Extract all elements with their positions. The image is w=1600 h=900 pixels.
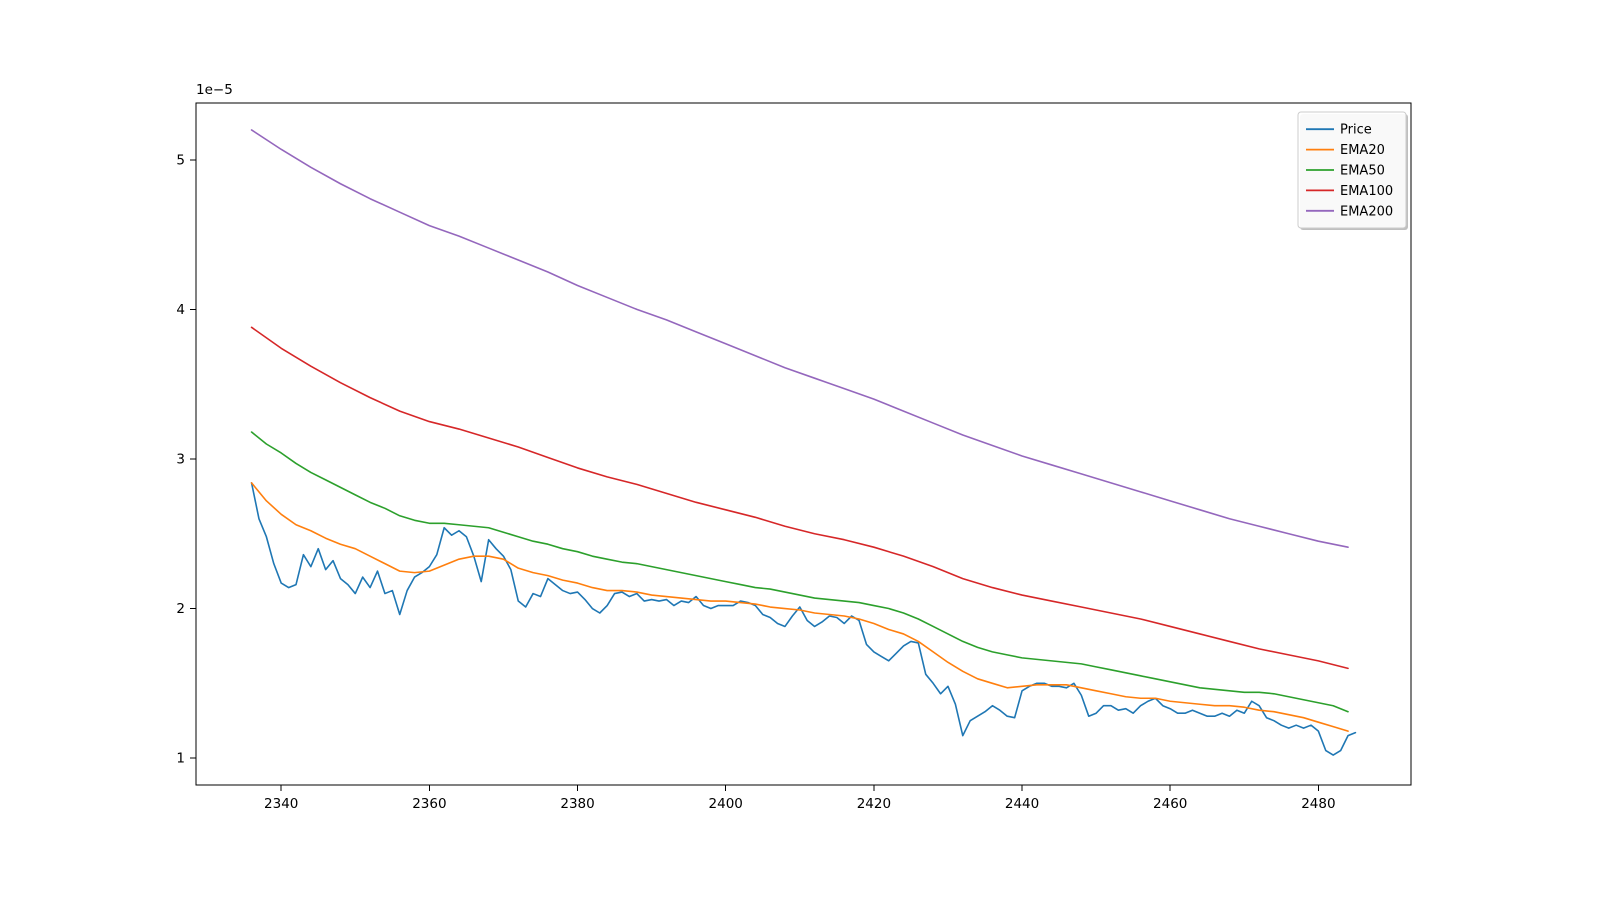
x-tick-label: 2340 <box>264 796 298 812</box>
x-tick-label: 2400 <box>709 796 743 812</box>
series-line-ema20 <box>250 482 1349 732</box>
legend-box <box>1297 111 1407 229</box>
y-tick-label: 2 <box>176 601 185 617</box>
x-axis: 2340 2360 2380 2400 2420 2440 2460 2480 <box>264 785 1336 812</box>
y-tick-label: 4 <box>176 302 185 318</box>
series-line-price <box>250 482 1357 756</box>
y-axis-offset-label: 1e−5 <box>196 82 233 98</box>
legend-item-ema100: EMA100 <box>1306 184 1393 199</box>
legend-label: Price <box>1340 123 1372 138</box>
x-tick-label: 2420 <box>857 796 891 812</box>
legend-label: EMA200 <box>1340 204 1393 219</box>
x-tick-label: 2440 <box>1005 796 1039 812</box>
y-axis: 1 2 3 4 5 <box>176 152 196 767</box>
legend-item-ema200: EMA200 <box>1306 204 1393 219</box>
legend-label: EMA100 <box>1340 184 1393 199</box>
legend-item-ema50: EMA50 <box>1306 164 1385 179</box>
legend-item-price: Price <box>1306 123 1372 138</box>
legend: Price EMA20 EMA50 EMA100 EMA200 <box>1297 111 1408 230</box>
legend-item-ema20: EMA20 <box>1306 143 1385 158</box>
axes-frame <box>195 102 1412 786</box>
x-tick-label: 2480 <box>1301 796 1335 812</box>
series-line-ema50 <box>250 431 1349 713</box>
series-line-ema200 <box>250 129 1349 549</box>
x-tick-label: 2360 <box>412 796 446 812</box>
series-line-ema100 <box>250 326 1349 670</box>
y-tick-label: 3 <box>176 451 185 467</box>
x-tick-label: 2460 <box>1153 796 1187 812</box>
x-tick-label: 2380 <box>560 796 594 812</box>
y-tick-label: 1 <box>176 751 185 767</box>
legend-label: EMA20 <box>1340 143 1385 158</box>
y-tick-label: 5 <box>176 152 185 168</box>
legend-label: EMA50 <box>1340 164 1385 179</box>
